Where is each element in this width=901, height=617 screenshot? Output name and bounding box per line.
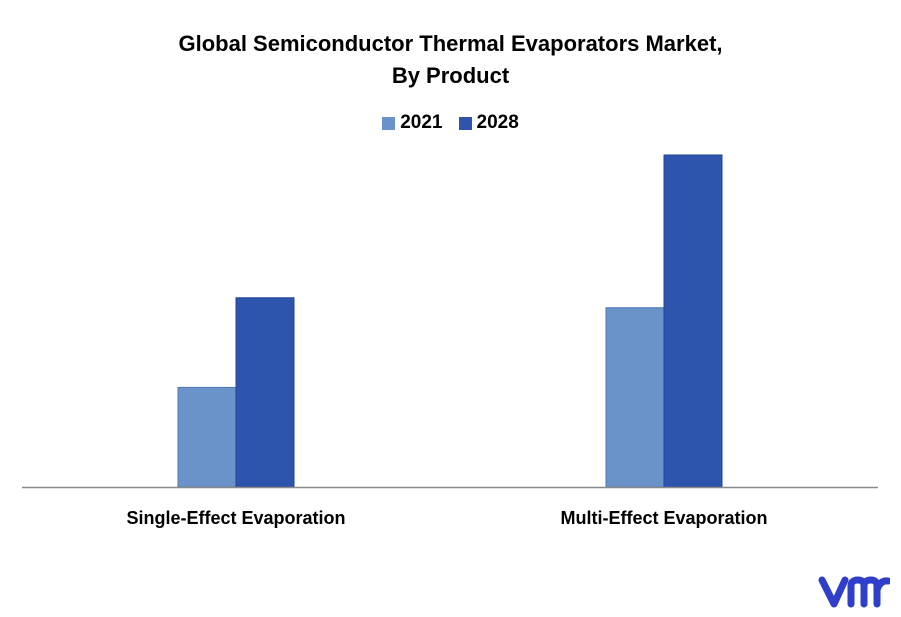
- chart-title-line-2: By Product: [391, 63, 510, 88]
- category-label-single-effect: Single-Effect Evaporation: [126, 508, 345, 528]
- chart-title-line-1: Global Semiconductor Thermal Evaporators…: [178, 31, 723, 56]
- bar-2028-single-effect: [235, 297, 295, 488]
- legend-label-2021: 2021: [400, 112, 443, 133]
- legend-swatch-2028: [458, 116, 472, 130]
- category-label-multi-effect: Multi-Effect Evaporation: [560, 508, 767, 528]
- legend-item-2028: 2028: [458, 112, 519, 134]
- legend-item-2021: 2021: [382, 112, 443, 134]
- legend-label-2028: 2028: [476, 112, 519, 133]
- legend-swatch-2021: [382, 116, 396, 130]
- bar-2021-single-effect: [177, 386, 237, 488]
- bar-2021-multi-effect: [605, 307, 665, 488]
- chart-legend: 2021 2028: [0, 112, 901, 134]
- bar-2028-multi-effect: [663, 154, 723, 488]
- chart-title: Global Semiconductor Thermal Evaporators…: [0, 28, 901, 92]
- vmr-logo-icon: [818, 576, 890, 608]
